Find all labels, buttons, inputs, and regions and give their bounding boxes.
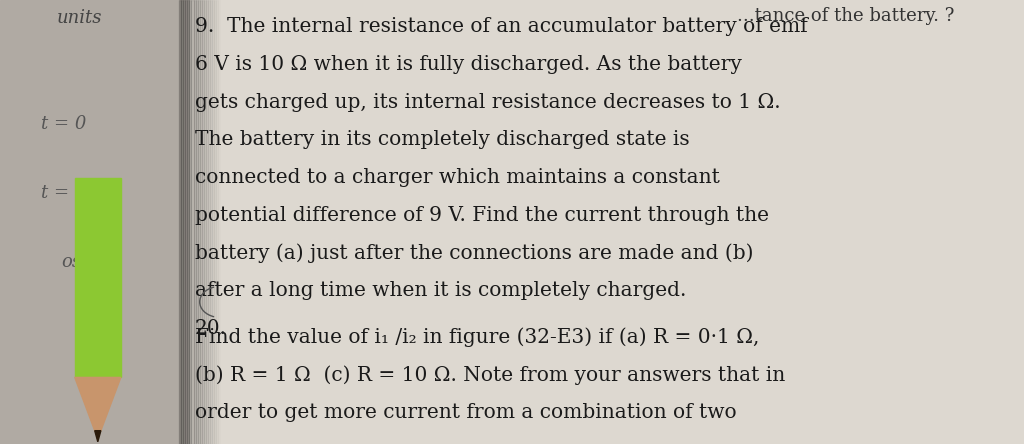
Text: gets charged up, its internal resistance decreases to 1 Ω.: gets charged up, its internal resistance…	[195, 93, 780, 111]
Text: potential difference of 9 V. Find the current through the: potential difference of 9 V. Find the cu…	[195, 206, 769, 225]
Bar	[181, 0, 183, 444]
Bar	[214, 0, 216, 444]
Bar	[0, 0, 189, 444]
Bar	[212, 0, 214, 444]
Bar	[198, 0, 200, 444]
Polygon shape	[94, 431, 100, 442]
Bar	[216, 0, 218, 444]
Bar	[204, 0, 206, 444]
Text: battery (a) just after the connections are made and (b): battery (a) just after the connections a…	[195, 243, 753, 263]
Text: The battery in its completely discharged state is: The battery in its completely discharged…	[195, 131, 689, 149]
Bar	[189, 0, 191, 444]
Text: after a long time when it is completely charged.: after a long time when it is completely …	[195, 281, 686, 300]
Bar	[196, 0, 198, 444]
Bar	[206, 0, 208, 444]
Bar	[189, 0, 1024, 444]
Text: Find the value of i₁ /i₂ in figure (32-E3) if (a) R = 0·1 Ω,: Find the value of i₁ /i₂ in figure (32-E…	[195, 328, 759, 347]
Text: 9.  The internal resistance of an accumulator battery of emf: 9. The internal resistance of an accumul…	[195, 17, 807, 36]
Text: oses: oses	[61, 253, 101, 271]
Text: 6 V is 10 Ω when it is fully discharged. As the battery: 6 V is 10 Ω when it is fully discharged.…	[195, 55, 741, 74]
Bar	[200, 0, 202, 444]
Bar	[185, 0, 187, 444]
Text: order to get more current from a combination of two: order to get more current from a combina…	[195, 404, 736, 422]
Bar	[202, 0, 204, 444]
Bar	[218, 0, 220, 444]
Bar	[208, 0, 210, 444]
Text: connected to a charger which maintains a constant: connected to a charger which maintains a…	[195, 168, 720, 187]
Bar	[183, 0, 185, 444]
Bar	[75, 178, 121, 377]
Bar	[187, 0, 189, 444]
Bar	[194, 0, 196, 444]
Polygon shape	[75, 377, 121, 431]
Text: t = 0: t = 0	[41, 115, 86, 133]
Bar	[210, 0, 212, 444]
Bar	[191, 0, 194, 444]
Text: ...tance of the battery. ?: ...tance of the battery. ?	[737, 7, 954, 25]
Text: units: units	[56, 9, 101, 27]
Text: (b) R = 1 Ω  (c) R = 10 Ω. Note from your answers that in: (b) R = 1 Ω (c) R = 10 Ω. Note from your…	[195, 365, 784, 385]
Text: 20.: 20.	[195, 319, 226, 338]
Text: t = 0: t = 0	[41, 184, 86, 202]
Bar	[179, 0, 181, 444]
